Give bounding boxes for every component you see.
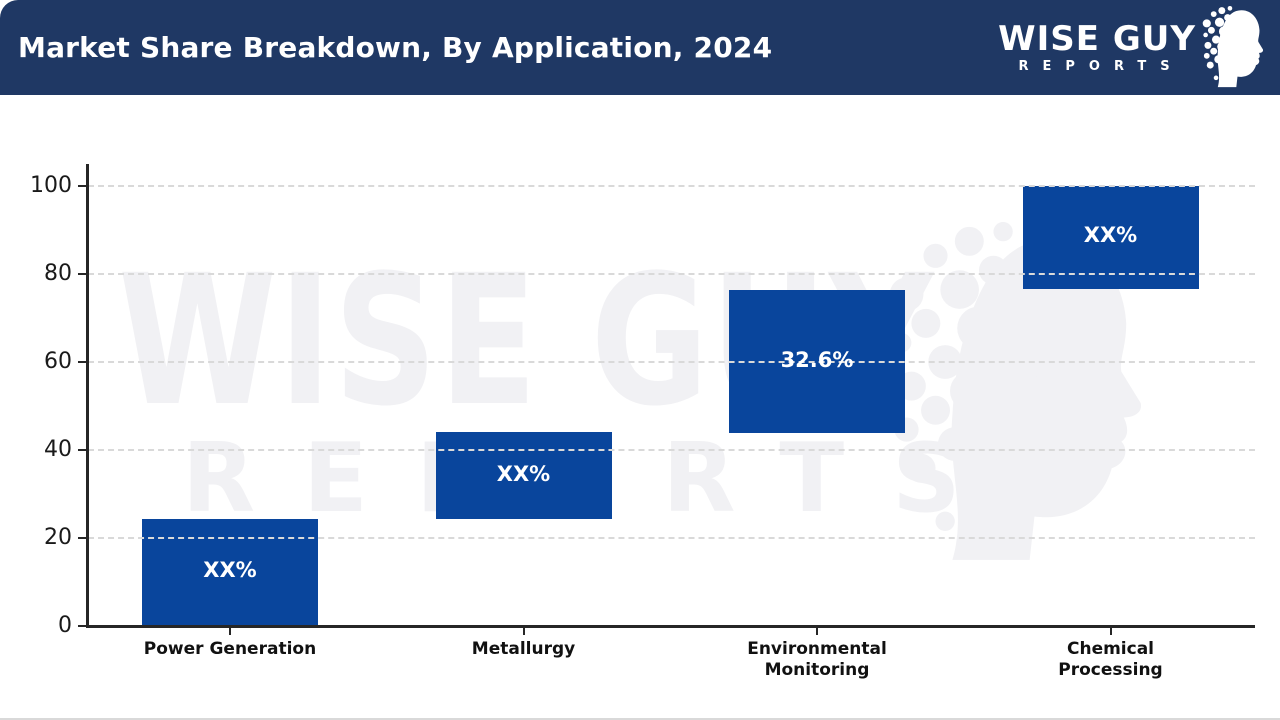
x-tick <box>816 627 818 635</box>
y-tick <box>78 537 86 539</box>
gridline <box>88 361 1255 363</box>
y-tick-label: 0 <box>58 613 72 638</box>
chart-title: Market Share Breakdown, By Application, … <box>18 31 773 64</box>
bar-value-label: XX% <box>496 461 551 486</box>
bar-segment <box>435 432 612 519</box>
x-tick-label: Environmental Monitoring <box>747 639 887 681</box>
y-tick-label: 40 <box>44 437 72 462</box>
x-tick <box>1109 627 1112 635</box>
gridline <box>88 273 1255 275</box>
gridline <box>88 185 1255 187</box>
y-tick <box>78 361 86 363</box>
x-tick-label: Power Generation <box>143 639 317 659</box>
y-axis-spine <box>86 164 89 628</box>
bar-value-label: 32.6% <box>780 347 854 372</box>
bar-segment <box>142 518 318 626</box>
gridline <box>88 537 1255 539</box>
y-tick-label: 100 <box>30 173 72 198</box>
brand-name-text: WISE GUY <box>998 18 1196 59</box>
brand-face-icon <box>1202 6 1264 88</box>
x-tick-label: Chemical Processing <box>1058 639 1163 681</box>
gridline <box>88 449 1255 451</box>
y-tick <box>78 185 86 187</box>
bar-value-label: XX% <box>203 558 257 583</box>
x-axis-spine <box>86 625 1255 628</box>
x-tick-label: Metallurgy <box>471 639 576 659</box>
bar-value-label: XX% <box>1083 223 1138 248</box>
brand-wordmark: WISE GUY REPORTS <box>998 18 1196 75</box>
y-tick-label: 20 <box>44 525 72 550</box>
y-tick <box>78 625 86 627</box>
header-bar: Market Share Breakdown, By Application, … <box>0 0 1280 95</box>
x-tick <box>229 627 231 635</box>
brand-reports-text: REPORTS <box>1018 59 1184 75</box>
y-tick <box>78 449 86 451</box>
y-tick <box>78 273 86 275</box>
brand-logo: WISE GUY REPORTS <box>998 4 1270 92</box>
footer-divider <box>0 717 1280 720</box>
y-tick-label: 60 <box>44 349 72 374</box>
y-tick-label: 80 <box>44 261 72 286</box>
x-tick <box>522 627 525 635</box>
